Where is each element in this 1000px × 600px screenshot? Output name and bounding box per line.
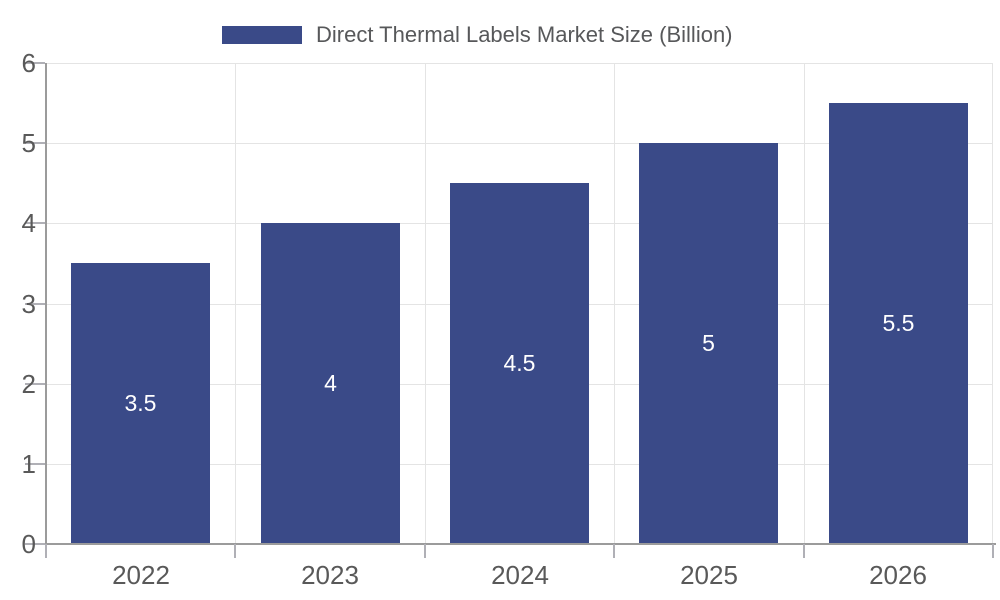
x-tick-label: 2022 xyxy=(112,560,170,590)
bar-value-label: 5.5 xyxy=(882,310,915,336)
y-tick-label: 0 xyxy=(21,529,36,559)
y-tick-label: 6 xyxy=(21,48,36,78)
v-gridline xyxy=(614,63,615,544)
bar-2026: 5.5 xyxy=(829,103,968,544)
x-tick-mark xyxy=(803,544,805,558)
x-tick-label: 2025 xyxy=(680,560,738,590)
v-gridline xyxy=(804,63,805,544)
y-tick-mark xyxy=(25,62,45,64)
y-tick-label: 4 xyxy=(21,208,36,238)
x-tick-label: 2023 xyxy=(301,560,359,590)
v-gridline xyxy=(425,63,426,544)
legend-swatch xyxy=(222,26,302,44)
y-tick-label: 5 xyxy=(21,128,36,158)
h-gridline xyxy=(46,143,993,144)
x-tick-mark xyxy=(424,544,426,558)
y-tick-mark xyxy=(25,383,45,385)
chart-legend: Direct Thermal Labels Market Size (Billi… xyxy=(222,24,733,46)
y-tick-mark xyxy=(25,543,45,545)
bar-2024: 4.5 xyxy=(450,183,589,544)
plot-right-border xyxy=(992,63,993,558)
y-tick-mark xyxy=(25,222,45,224)
bar-value-label: 4 xyxy=(324,370,337,396)
x-axis-line xyxy=(45,543,996,545)
bar-2025: 5 xyxy=(639,143,778,544)
y-tick-label: 2 xyxy=(21,369,36,399)
bar-2023: 4 xyxy=(261,223,400,544)
y-tick-mark xyxy=(25,303,45,305)
legend-label: Direct Thermal Labels Market Size (Billi… xyxy=(316,22,733,47)
y-tick-mark xyxy=(25,463,45,465)
y-tick-label: 3 xyxy=(21,289,36,319)
y-axis-line xyxy=(45,63,47,558)
bar-value-label: 4.5 xyxy=(503,350,536,376)
x-tick-mark xyxy=(613,544,615,558)
x-tick-label: 2024 xyxy=(491,560,549,590)
bar-value-label: 5 xyxy=(702,330,715,356)
x-tick-mark xyxy=(992,544,994,558)
bar-value-label: 3.5 xyxy=(124,390,157,416)
bar-2022: 3.5 xyxy=(71,263,210,544)
x-tick-label: 2026 xyxy=(869,560,927,590)
h-gridline xyxy=(46,63,993,64)
y-tick-label: 1 xyxy=(21,449,36,479)
x-tick-mark xyxy=(45,544,47,558)
v-gridline xyxy=(235,63,236,544)
x-tick-mark xyxy=(234,544,236,558)
y-tick-mark xyxy=(25,142,45,144)
